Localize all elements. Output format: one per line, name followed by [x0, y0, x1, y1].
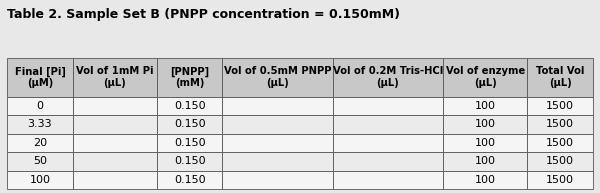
Bar: [223, 152, 333, 171]
Bar: [443, 58, 527, 97]
Text: Vol of 1mM Pi
(μL): Vol of 1mM Pi (μL): [76, 66, 154, 88]
Bar: [333, 171, 443, 189]
Bar: [527, 171, 593, 189]
Text: 1500: 1500: [546, 101, 574, 111]
Bar: [7, 58, 73, 97]
Bar: [157, 58, 223, 97]
Text: 0.150: 0.150: [174, 101, 205, 111]
Bar: [443, 171, 527, 189]
Text: [PNPP]
(mM): [PNPP] (mM): [170, 66, 209, 88]
Text: 100: 100: [475, 119, 496, 129]
Bar: [333, 152, 443, 171]
Bar: [157, 115, 223, 134]
Text: 50: 50: [33, 156, 47, 166]
Bar: [73, 97, 157, 115]
Bar: [527, 97, 593, 115]
Bar: [157, 97, 223, 115]
Bar: [157, 171, 223, 189]
Bar: [223, 97, 333, 115]
Bar: [223, 134, 333, 152]
Text: 0.150: 0.150: [174, 138, 205, 148]
Text: Vol of 0.2M Tris-HCl
(μL): Vol of 0.2M Tris-HCl (μL): [333, 66, 443, 88]
Text: Vol of 0.5mM PNPP
(μL): Vol of 0.5mM PNPP (μL): [224, 66, 331, 88]
Bar: [527, 115, 593, 134]
Text: 100: 100: [29, 175, 50, 185]
Bar: [333, 58, 443, 97]
Bar: [7, 134, 73, 152]
Text: 1500: 1500: [546, 138, 574, 148]
Text: Total Vol
(μL): Total Vol (μL): [536, 66, 584, 88]
Text: 0.150: 0.150: [174, 119, 205, 129]
Text: 100: 100: [475, 175, 496, 185]
Text: 1500: 1500: [546, 156, 574, 166]
Bar: [223, 58, 333, 97]
Bar: [443, 134, 527, 152]
Text: 0.150: 0.150: [174, 175, 205, 185]
Bar: [527, 134, 593, 152]
Text: 1500: 1500: [546, 175, 574, 185]
Text: 0: 0: [37, 101, 43, 111]
Text: Vol of enzyme
(μL): Vol of enzyme (μL): [446, 66, 525, 88]
Bar: [73, 58, 157, 97]
Bar: [7, 171, 73, 189]
Bar: [333, 115, 443, 134]
Bar: [333, 134, 443, 152]
Text: 100: 100: [475, 138, 496, 148]
Bar: [443, 152, 527, 171]
Text: Table 2. Sample Set B (PNPP concentration = 0.150mM): Table 2. Sample Set B (PNPP concentratio…: [7, 8, 400, 21]
Bar: [7, 115, 73, 134]
Bar: [333, 97, 443, 115]
Text: 100: 100: [475, 101, 496, 111]
Text: 3.33: 3.33: [28, 119, 52, 129]
Bar: [73, 171, 157, 189]
Bar: [223, 115, 333, 134]
Bar: [443, 115, 527, 134]
Bar: [527, 58, 593, 97]
Text: 1500: 1500: [546, 119, 574, 129]
Bar: [157, 134, 223, 152]
Bar: [7, 152, 73, 171]
Text: Final [Pi]
(μM): Final [Pi] (μM): [14, 66, 65, 88]
Text: 100: 100: [475, 156, 496, 166]
Bar: [73, 152, 157, 171]
Bar: [7, 97, 73, 115]
Bar: [157, 152, 223, 171]
Text: 0.150: 0.150: [174, 156, 205, 166]
Bar: [443, 97, 527, 115]
Text: 20: 20: [33, 138, 47, 148]
Bar: [73, 115, 157, 134]
Bar: [223, 171, 333, 189]
Bar: [73, 134, 157, 152]
Bar: [527, 152, 593, 171]
